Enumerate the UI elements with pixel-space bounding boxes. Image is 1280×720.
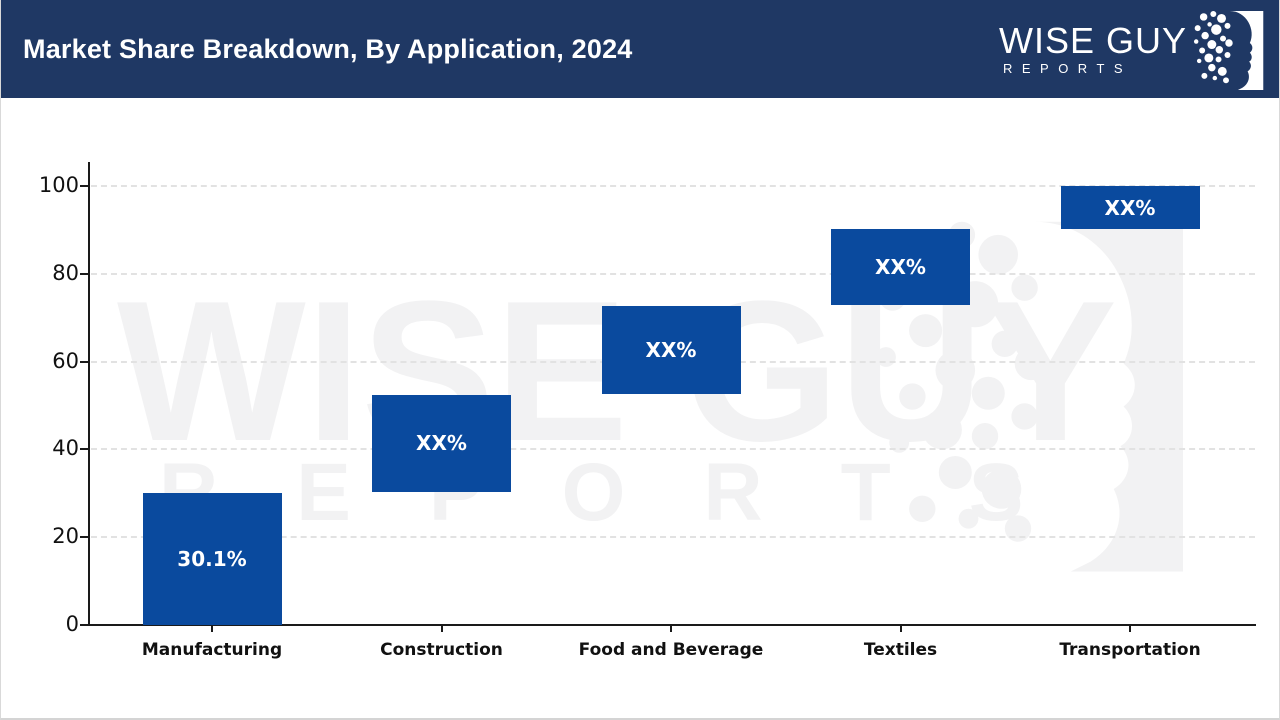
gridline-100 (91, 185, 1255, 187)
category-label: Transportation (1059, 640, 1201, 660)
bar-food-and-beverage (601, 305, 741, 395)
y-tick-label: 100 (38, 173, 79, 197)
bar-value-label: 30.1% (177, 546, 247, 571)
bar-value-label: XX% (416, 431, 467, 456)
y-tick-mark (80, 624, 88, 626)
watermark-reports-text: REPORTS (159, 447, 1102, 538)
x-tick-mark (440, 626, 443, 632)
bar-value-label: XX% (645, 337, 697, 362)
y-tick-mark (80, 360, 88, 363)
logo-text: WISE GUY REPORTS (998, 20, 1187, 76)
bar-textiles (831, 228, 970, 305)
y-tick-label: 80 (52, 260, 79, 285)
gridline-20 (91, 536, 1255, 539)
header-bar: Market Share Breakdown, By Application, … (1, 0, 1279, 98)
category-label: Manufacturing (141, 640, 283, 660)
x-tick-mark (211, 626, 213, 632)
y-tick-mark (80, 272, 88, 275)
bar-transportation (1060, 186, 1200, 230)
category-label: Textiles (863, 640, 938, 660)
category-label: Food and Beverage (578, 640, 764, 660)
bar-value-label: XX% (1104, 195, 1156, 220)
logo-wordmark: WISE GUY (998, 20, 1187, 61)
wise-guy-face-icon (1193, 10, 1264, 90)
y-axis-spine (88, 162, 90, 626)
gridline-80 (91, 272, 1255, 275)
category-label: Construction (380, 640, 503, 660)
y-tick-mark (80, 448, 88, 451)
bar-value-label: XX% (875, 254, 926, 279)
gridline-40 (91, 448, 1255, 451)
page-title: Market Share Breakdown, By Application, … (23, 33, 633, 64)
y-tick-label: 60 (52, 348, 79, 373)
wise-guy-logo: WISE GUY REPORTS (999, 8, 1269, 90)
bar-construction (372, 394, 511, 492)
x-tick-mark (670, 626, 672, 632)
x-axis-spine (88, 624, 1256, 626)
y-tick-label: 40 (52, 436, 79, 461)
bar-manufacturing (142, 492, 282, 625)
y-tick-label: 20 (52, 524, 79, 549)
x-tick-mark (1129, 626, 1131, 632)
y-tick-mark (80, 536, 88, 539)
logo-subtitle: REPORTS (1002, 61, 1133, 76)
y-tick-label: 0 (65, 612, 79, 636)
x-tick-mark (899, 626, 902, 632)
y-tick-mark (80, 185, 88, 187)
